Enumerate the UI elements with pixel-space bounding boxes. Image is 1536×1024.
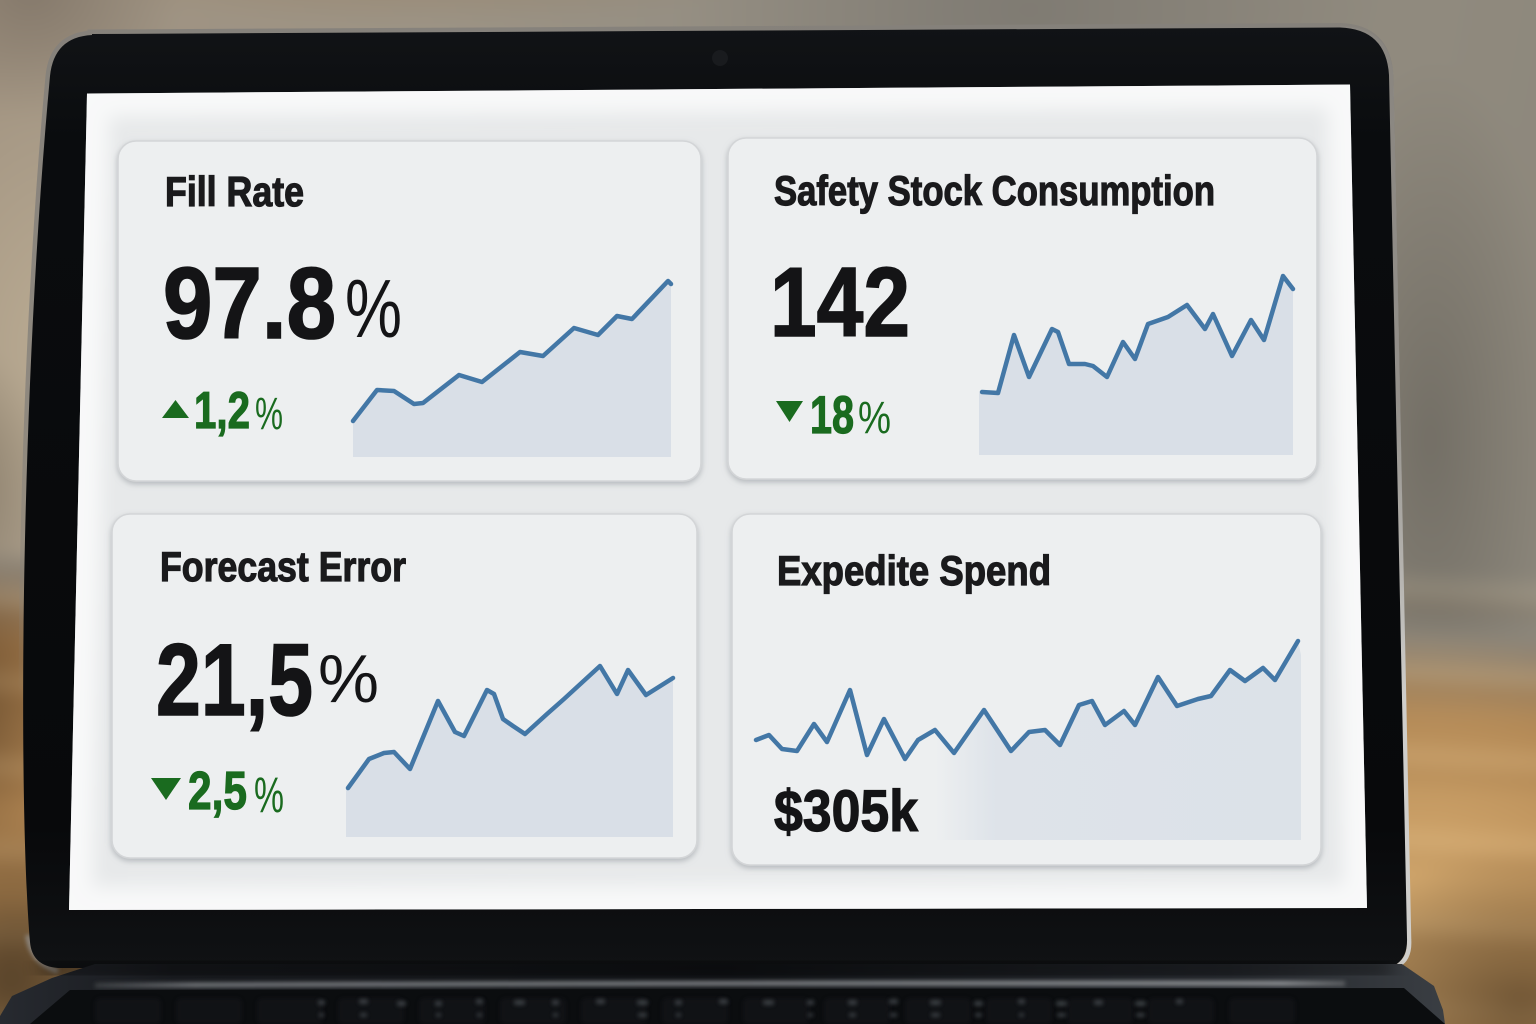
svg-text:Expedite Spend: Expedite Spend <box>777 547 1051 594</box>
svg-text:Safety Stock Consumption: Safety Stock Consumption <box>774 167 1215 214</box>
svg-text:%: % <box>345 262 402 355</box>
svg-text:142: 142 <box>770 247 910 357</box>
svg-text:Forecast Error: Forecast Error <box>160 543 406 590</box>
svg-text:2,5: 2,5 <box>188 761 247 821</box>
svg-text:%: % <box>858 392 891 443</box>
svg-text:97.8: 97.8 <box>163 248 336 360</box>
svg-text:1,2: 1,2 <box>194 382 250 440</box>
svg-text:%: % <box>254 767 284 823</box>
svg-text:%: % <box>255 388 283 439</box>
svg-text:18: 18 <box>810 386 854 445</box>
svg-text:$305k: $305k <box>774 779 919 844</box>
svg-text:Fill Rate: Fill Rate <box>165 168 304 215</box>
svg-text:21,5: 21,5 <box>156 623 313 737</box>
svg-text:%: % <box>318 641 379 717</box>
